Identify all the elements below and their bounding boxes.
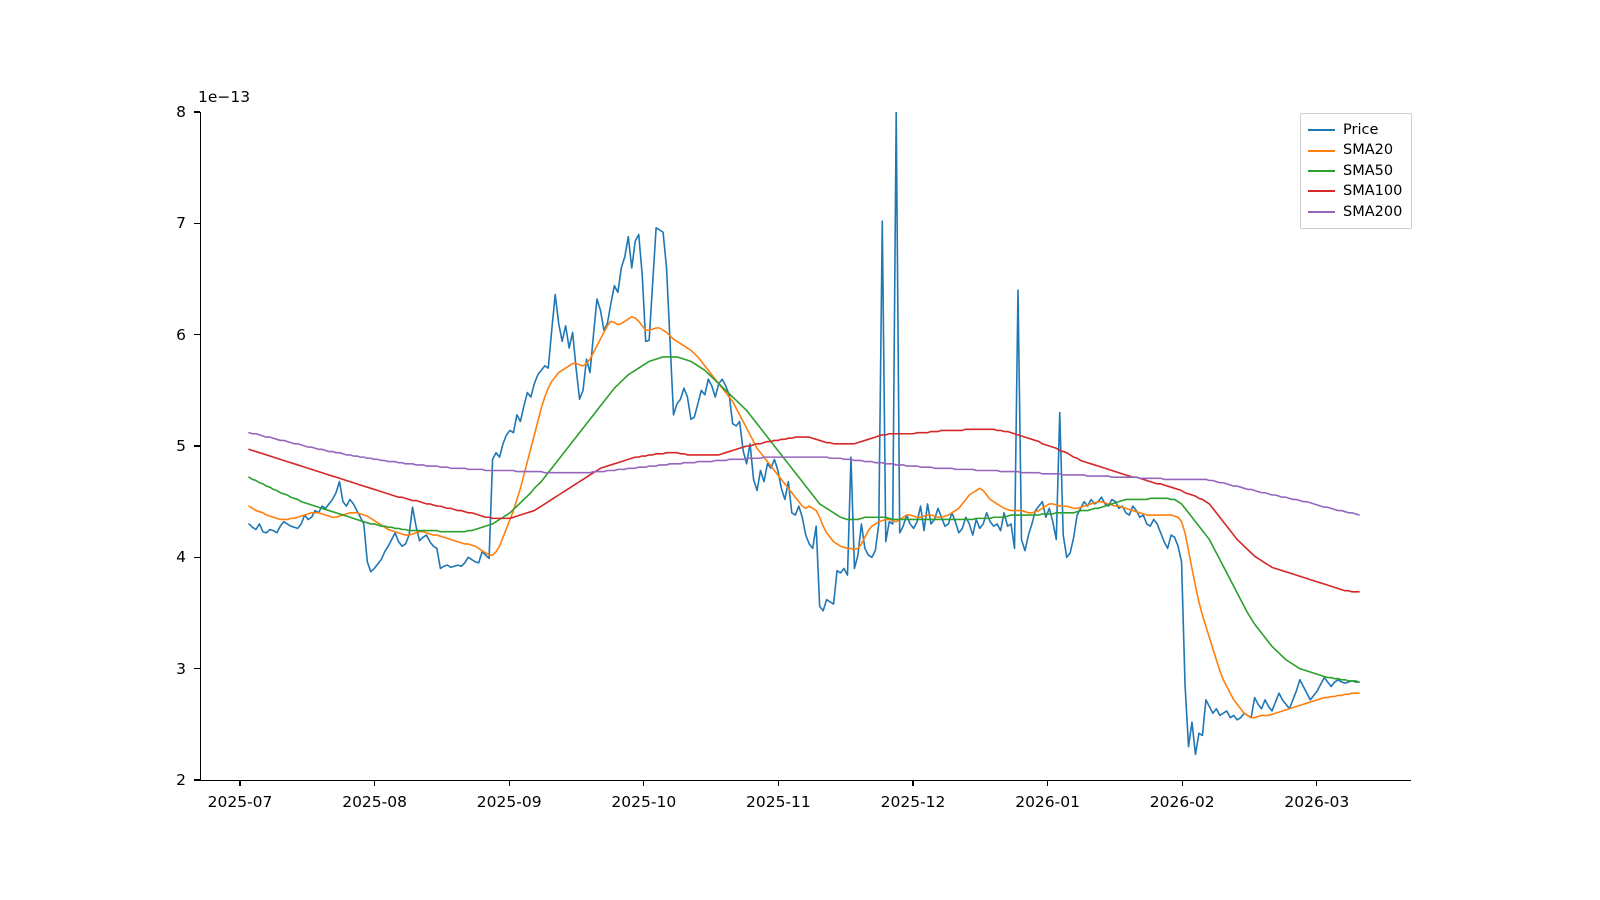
series-line-sma50: [249, 357, 1359, 682]
x-axis-tick-mark: [643, 780, 645, 786]
y-axis-tick-label: 5: [176, 437, 186, 455]
x-axis-tick-label: 2026-01: [1015, 793, 1080, 811]
legend-item-sma200[interactable]: SMA200: [1301, 202, 1411, 222]
legend-item-sma50[interactable]: SMA50: [1301, 161, 1411, 181]
legend-swatch-sma200: [1308, 210, 1335, 213]
legend-item-sma20[interactable]: SMA20: [1301, 140, 1411, 160]
series-line-sma20: [249, 317, 1359, 718]
y-axis-tick-mark: [194, 222, 200, 224]
y-axis-tick-label: 6: [176, 325, 186, 344]
x-axis-tick-mark: [777, 780, 780, 786]
x-axis-tick-label: 2025-07: [207, 793, 273, 811]
y-axis-offset-text: 1e−13: [198, 88, 251, 106]
x-axis-tick-mark: [1181, 780, 1183, 786]
y-axis-tick-mark: [194, 556, 200, 558]
legend-item-sma100[interactable]: SMA100: [1301, 181, 1411, 201]
y-axis-tick-mark: [194, 668, 200, 670]
legend-swatch-sma20: [1308, 149, 1335, 152]
legend-label: SMA20: [1343, 142, 1394, 159]
chart-lines: [201, 112, 1411, 780]
y-axis-tick-label: 2: [176, 771, 186, 789]
series-line-price: [249, 112, 1359, 754]
legend-label: SMA100: [1343, 183, 1403, 200]
y-axis-tick-label: 8: [176, 103, 186, 121]
legend-label: SMA50: [1343, 162, 1394, 179]
y-axis-tick-mark: [194, 779, 200, 781]
x-axis-tick-label: 2026-03: [1284, 793, 1350, 811]
legend-item-price[interactable]: Price: [1301, 120, 1411, 140]
y-axis-tick-label: 4: [176, 548, 186, 567]
x-axis-tick-label: 2026-02: [1149, 793, 1215, 811]
series-line-sma200: [249, 433, 1359, 515]
x-axis-tick-mark: [373, 780, 376, 786]
legend: Price SMA20 SMA50 SMA100 SMA200: [1300, 113, 1412, 229]
x-axis-tick-mark: [1316, 780, 1318, 786]
x-axis-tick-label: 2025-11: [746, 793, 811, 811]
plot-area: [200, 112, 1411, 781]
legend-label: Price: [1343, 121, 1379, 138]
legend-swatch-price: [1308, 129, 1335, 132]
x-axis-tick-mark: [1046, 780, 1049, 786]
x-axis-tick-label: 2025-08: [342, 793, 407, 811]
series-line-sma100: [249, 429, 1359, 592]
legend-label: SMA200: [1343, 203, 1403, 220]
y-axis-tick-mark: [194, 111, 200, 113]
x-axis-tick-mark: [508, 780, 510, 786]
y-axis-tick-mark: [194, 445, 200, 447]
x-axis-tick-mark: [912, 780, 914, 786]
x-axis-tick-label: 2025-10: [611, 793, 677, 811]
y-axis-tick-mark: [194, 334, 200, 336]
legend-swatch-sma100: [1308, 190, 1335, 193]
x-axis-tick-mark: [239, 780, 241, 786]
y-axis-tick-label: 3: [176, 659, 186, 678]
legend-swatch-sma50: [1308, 169, 1335, 173]
x-axis-tick-label: 2025-09: [476, 793, 542, 811]
x-axis-tick-label: 2025-12: [880, 793, 946, 811]
y-axis-tick-label: 7: [176, 214, 186, 233]
